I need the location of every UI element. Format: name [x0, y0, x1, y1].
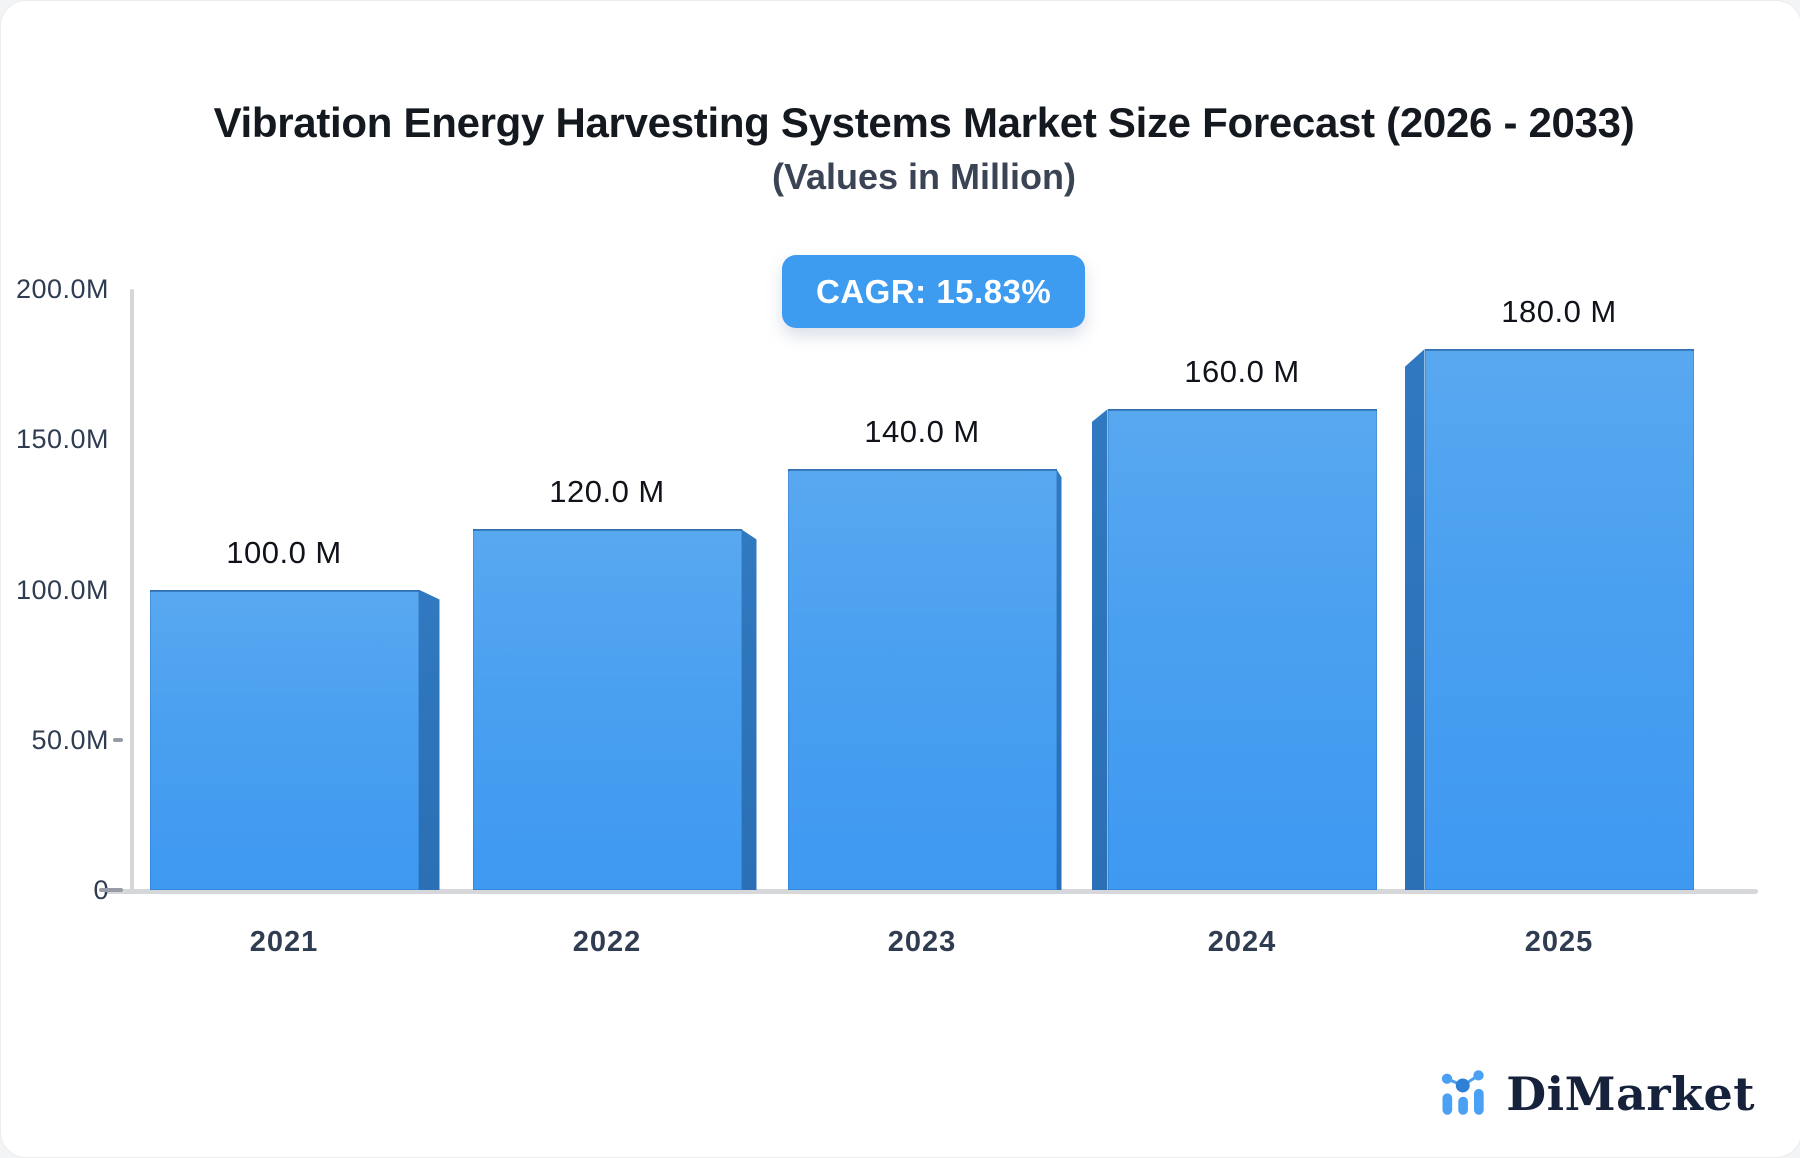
x-tick-label: 2025 — [1524, 926, 1594, 958]
bar-value-label: 180.0 M — [1501, 294, 1617, 330]
x-tick-label: 2024 — [1207, 926, 1277, 958]
bar-3d-side — [1091, 409, 1108, 890]
bar-3d-side — [1404, 349, 1425, 890]
bar-value-label: 100.0 M — [226, 534, 342, 570]
bar-2024 — [1107, 409, 1377, 890]
brand-logo: DiMarket — [1438, 1063, 1755, 1117]
bar-2021 — [149, 589, 419, 890]
y-tick-label: 100.0M — [15, 574, 109, 605]
bar-value-label: 160.0 M — [1184, 354, 1300, 390]
chart-subtitle: (Values in Million) — [771, 156, 1077, 198]
bar-3d-side — [1056, 469, 1062, 890]
y-tick-mark — [113, 737, 123, 742]
bar-value-label: 140.0 M — [864, 414, 980, 450]
bar-2022 — [472, 529, 742, 890]
chart-header: Vibration Energy Harvesting Systems Mark… — [47, 1, 1800, 197]
y-tick-label: 150.0M — [15, 424, 109, 455]
mini-bar-chart-icon — [1442, 1070, 1484, 1115]
y-tick-label: 50.0M — [31, 724, 109, 755]
y-tick-label: 200.0M — [15, 274, 109, 304]
bar-3d-side — [418, 589, 440, 890]
bar-2023 — [787, 469, 1057, 890]
x-tick-label: 2021 — [249, 926, 319, 958]
bar-2025 — [1424, 349, 1694, 890]
bar-3d-side — [741, 529, 757, 890]
x-tick-label: 2022 — [572, 926, 642, 958]
y-tick-mark — [99, 888, 123, 892]
x-tick-label: 2023 — [887, 926, 957, 958]
y-tick-label: 0 — [1, 874, 109, 906]
y-axis-line — [130, 289, 134, 893]
cagr-badge: CAGR: 15.83% — [782, 255, 1086, 328]
x-axis-baseline — [104, 889, 1758, 894]
brand-logo-text: DiMarket — [1506, 1067, 1755, 1121]
chart-title: Vibration Energy Harvesting Systems Mark… — [213, 99, 1635, 146]
bar-value-label: 120.0 M — [549, 474, 665, 510]
